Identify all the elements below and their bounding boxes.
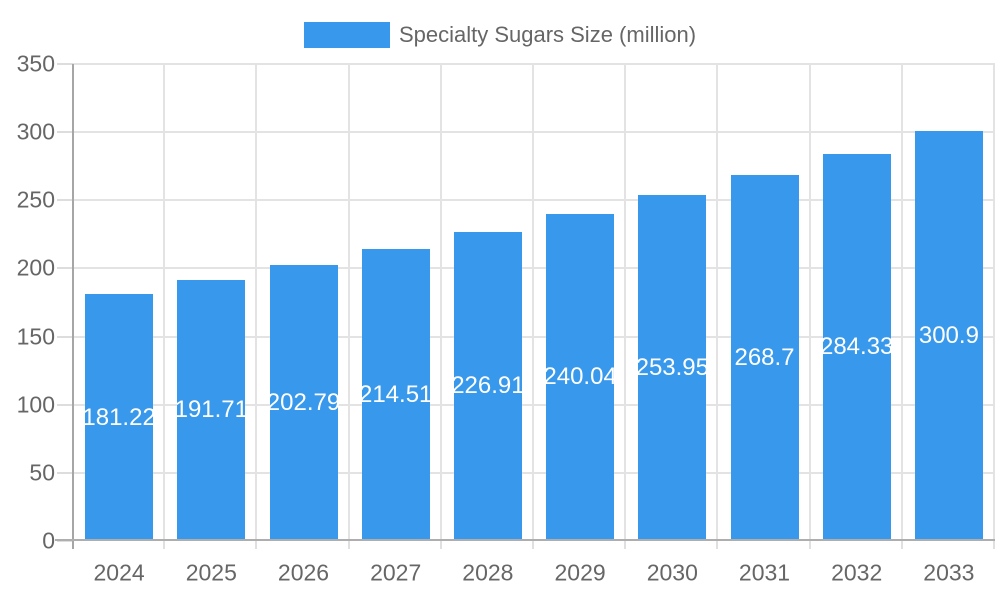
bar-2025[interactable]: [177, 279, 246, 541]
v-gridline: [900, 64, 903, 541]
y-axis-tick: [57, 131, 73, 134]
bar-2032[interactable]: [822, 153, 891, 541]
y-axis-tick-label: 100: [16, 391, 55, 418]
y-axis-tick: [57, 403, 73, 406]
y-axis-tick: [57, 199, 73, 202]
v-gridline: [255, 64, 258, 541]
v-gridline: [993, 64, 995, 541]
legend-label: Specialty Sugars Size (million): [398, 22, 697, 47]
y-axis-tick: [57, 335, 73, 338]
x-axis-tick: [716, 541, 719, 549]
x-axis-tick: [624, 541, 627, 549]
bar-2026[interactable]: [269, 264, 338, 541]
bar-2030[interactable]: [638, 194, 707, 541]
x-axis-tick: [532, 541, 534, 549]
x-axis-tick-label: 2029: [554, 559, 606, 586]
y-axis-tick-label: 200: [16, 254, 55, 281]
y-axis-tick-label: 350: [16, 50, 55, 77]
h-gridline: [73, 267, 995, 270]
bar-2029[interactable]: [546, 213, 615, 541]
x-axis-tick-label: 2024: [93, 559, 145, 586]
x-axis-tick-label: 2033: [923, 559, 975, 586]
y-axis-labels: 0 50 100 150 200 250 300 350: [0, 51, 55, 554]
legend-swatch: [303, 22, 390, 48]
y-axis-tick: [57, 267, 73, 270]
bar-2028[interactable]: [453, 231, 522, 541]
y-axis-tick-label: 300: [16, 118, 55, 145]
x-axis-tick-label: 2031: [738, 559, 791, 586]
v-gridline: [439, 64, 442, 541]
plot-area: [73, 63, 995, 541]
x-axis-tick-label: 2028: [462, 559, 514, 586]
v-gridline: [716, 64, 719, 541]
x-axis-line: [55, 539, 995, 541]
h-gridline: [73, 131, 995, 134]
v-gridline: [163, 64, 166, 541]
x-axis-tick: [900, 541, 903, 549]
x-axis-tick: [808, 541, 811, 549]
bar-2024[interactable]: [85, 294, 154, 541]
y-axis-tick: [57, 63, 73, 65]
v-gridline: [624, 64, 627, 541]
legend[interactable]: Specialty Sugars Size (million): [0, 21, 1000, 49]
h-gridline: [73, 403, 995, 406]
x-axis-tick-label: 2032: [831, 559, 883, 586]
h-gridline: [73, 63, 995, 65]
x-axis-tick: [347, 541, 350, 549]
x-axis-tick: [255, 541, 258, 549]
bar-2027[interactable]: [361, 248, 430, 541]
y-axis-line: [72, 64, 74, 549]
x-axis-tick: [439, 541, 442, 549]
x-axis-tick-label: 2027: [370, 559, 422, 586]
bar-2031[interactable]: [730, 174, 799, 541]
y-axis-tick-label: 50: [29, 459, 55, 486]
x-axis-tick-label: 2030: [646, 559, 698, 586]
y-axis-tick-label: 150: [16, 323, 55, 350]
y-axis-tick-label: 0: [42, 527, 55, 554]
x-axis-tick: [993, 541, 995, 549]
bar-2033[interactable]: [914, 130, 983, 541]
x-axis-tick-label: 2026: [277, 559, 330, 586]
y-axis-tick: [57, 471, 73, 474]
h-gridline: [73, 471, 995, 474]
x-axis-tick: [163, 541, 166, 549]
v-gridline: [808, 64, 811, 541]
v-gridline: [347, 64, 350, 541]
h-gridline: [73, 199, 995, 202]
v-gridline: [532, 64, 534, 541]
y-axis-tick: [57, 540, 73, 542]
h-gridline: [73, 335, 995, 338]
y-axis-tick-label: 250: [16, 186, 55, 213]
x-axis-tick-label: 2025: [185, 559, 237, 586]
